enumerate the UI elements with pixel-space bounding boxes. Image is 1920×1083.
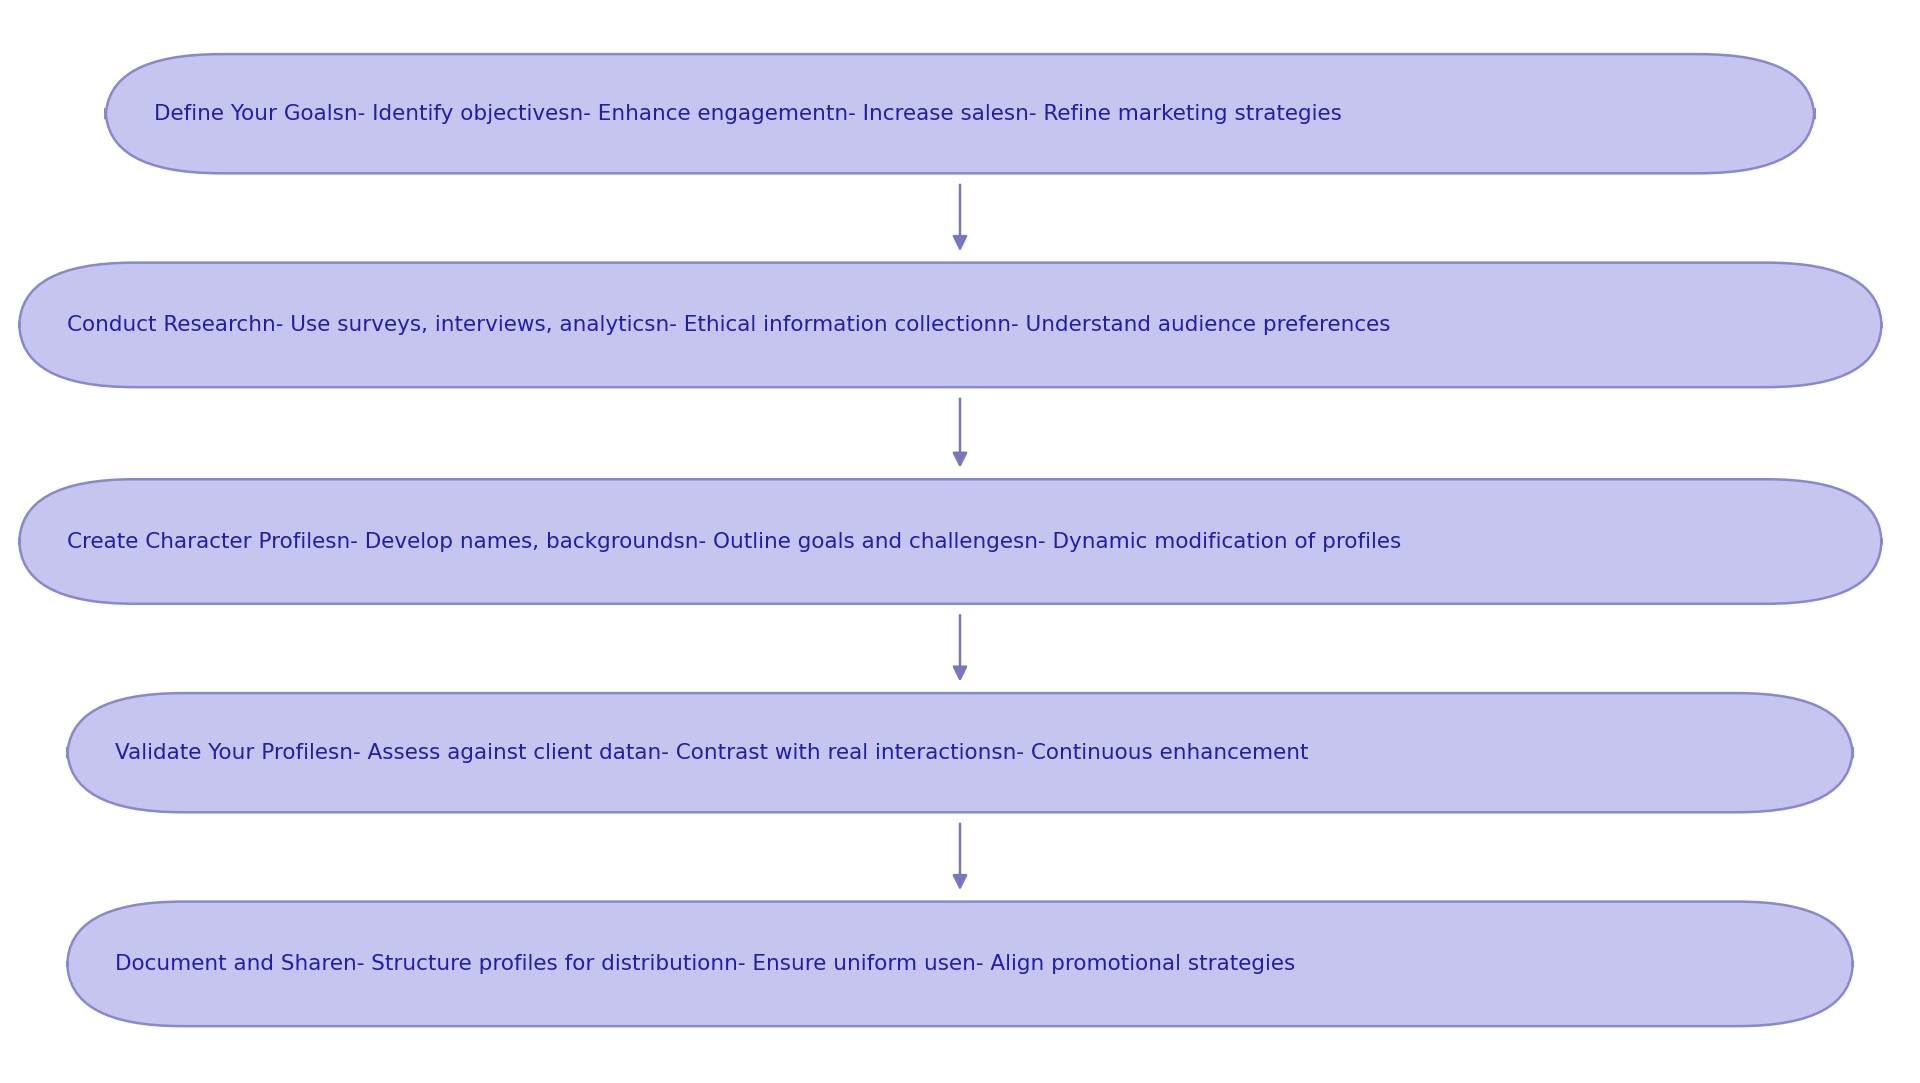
- FancyBboxPatch shape: [19, 263, 1882, 388]
- FancyBboxPatch shape: [19, 479, 1882, 604]
- Text: Define Your Goalsn- Identify objectivesn- Enhance engagementn- Increase salesn- : Define Your Goalsn- Identify objectivesn…: [154, 104, 1342, 123]
- FancyBboxPatch shape: [67, 901, 1853, 1027]
- FancyBboxPatch shape: [106, 54, 1814, 173]
- FancyBboxPatch shape: [67, 693, 1853, 812]
- Text: Conduct Researchn- Use surveys, interviews, analyticsn- Ethical information coll: Conduct Researchn- Use surveys, intervie…: [67, 315, 1390, 335]
- Text: Create Character Profilesn- Develop names, backgroundsn- Outline goals and chall: Create Character Profilesn- Develop name…: [67, 532, 1402, 551]
- Text: Validate Your Profilesn- Assess against client datan- Contrast with real interac: Validate Your Profilesn- Assess against …: [115, 743, 1309, 762]
- Text: Document and Sharen- Structure profiles for distributionn- Ensure uniform usen- : Document and Sharen- Structure profiles …: [115, 954, 1296, 974]
